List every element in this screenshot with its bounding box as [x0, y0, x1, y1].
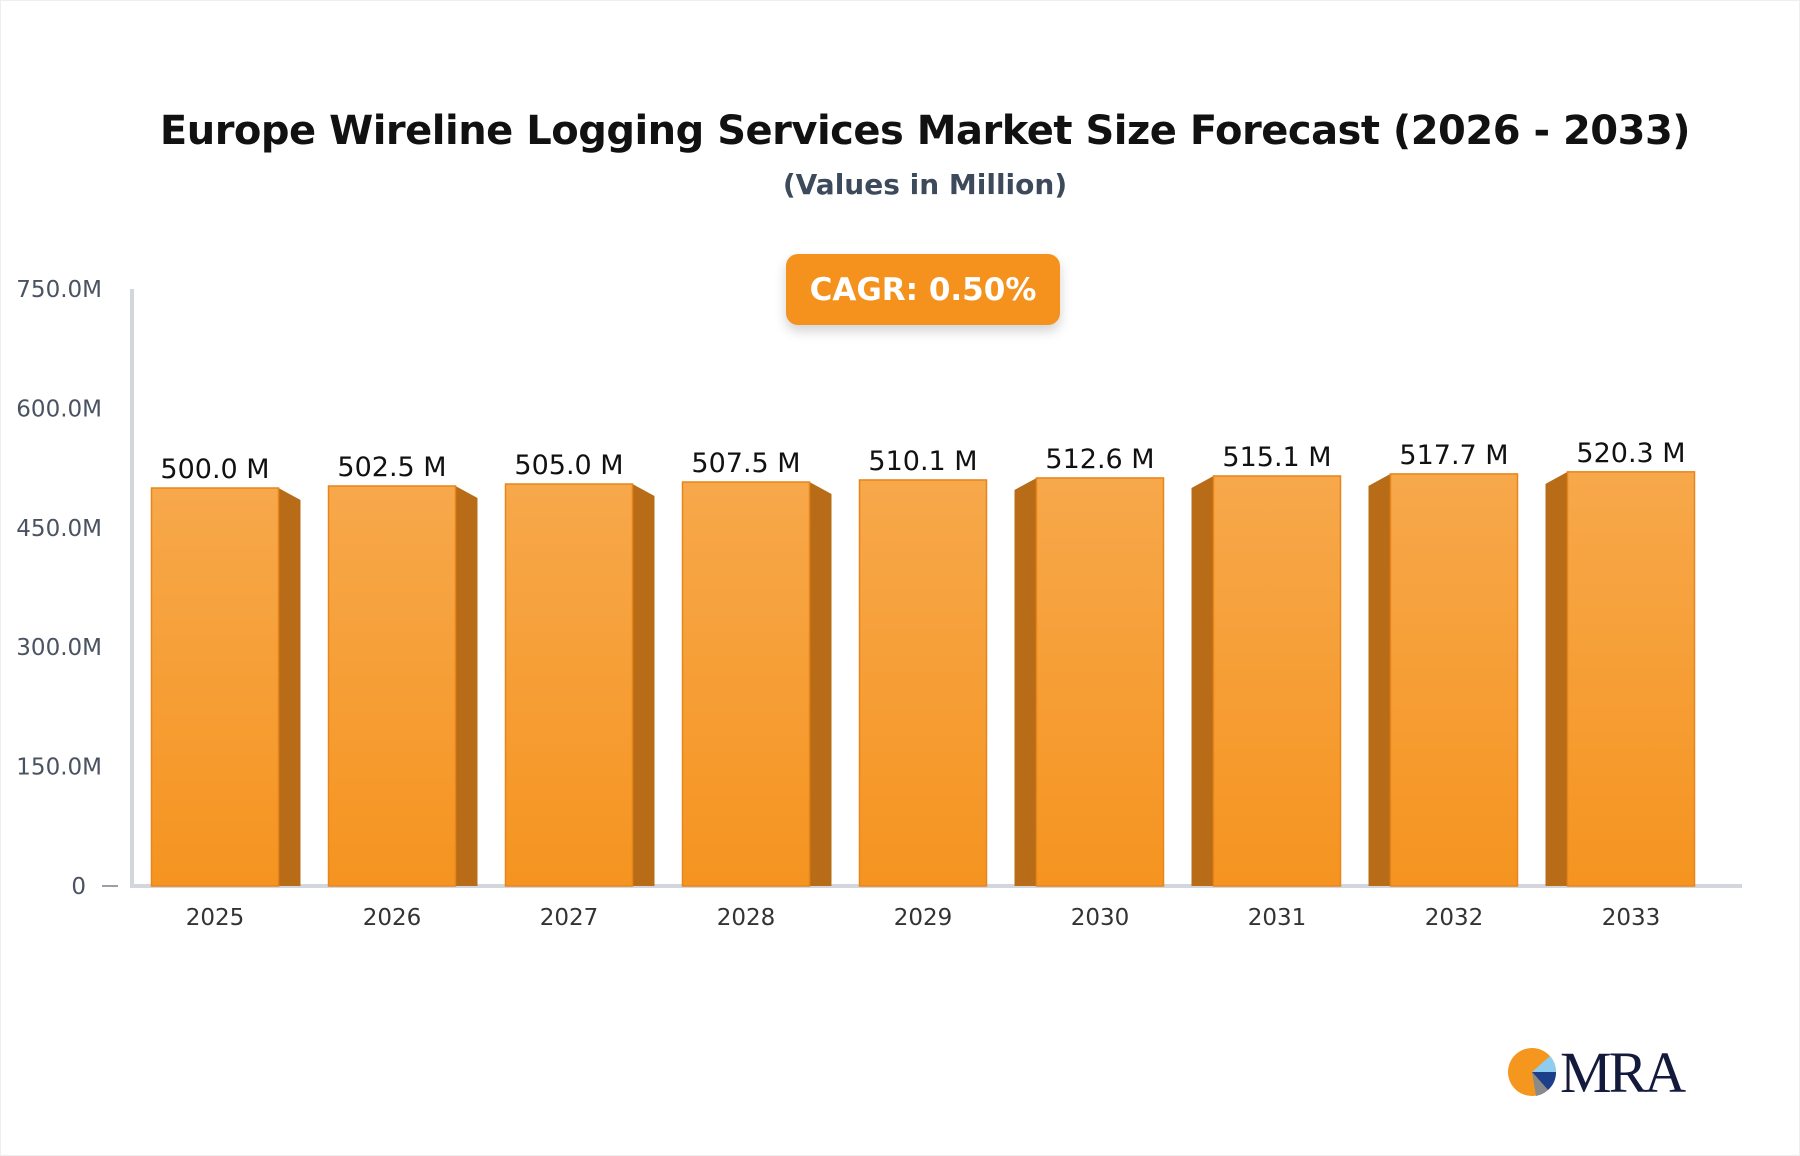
y-tick-label: 600.0M: [16, 396, 102, 422]
x-tick-label: 2025: [186, 905, 245, 931]
bar-side: [278, 488, 301, 886]
bar-side: [1191, 475, 1214, 886]
bar: [327, 485, 457, 887]
bar-side: [455, 486, 478, 886]
bar-side: [632, 484, 655, 886]
bar-data-label: 520.3 M: [1576, 438, 1685, 469]
cagr-badge: CAGR: 0.50%: [786, 254, 1060, 325]
bar: [1035, 477, 1165, 887]
bar: [504, 483, 634, 887]
x-tick-label: 2033: [1602, 905, 1661, 931]
x-tick-label: 2027: [540, 905, 599, 931]
bar-data-label: 515.1 M: [1222, 442, 1331, 473]
bar-data-label: 500.0 M: [160, 454, 269, 485]
bar-side: [1368, 473, 1391, 886]
bar: [1566, 471, 1696, 887]
chart-subtitle: (Values in Million): [782, 168, 1068, 201]
y-tick-label: 0: [71, 874, 86, 900]
bar-side: [1014, 477, 1037, 886]
bar: [1212, 475, 1342, 887]
chart-title: Europe Wireline Logging Services Market …: [159, 108, 1691, 154]
bar-side: [1545, 471, 1568, 886]
x-tick-label: 2030: [1071, 905, 1130, 931]
x-tick-label: 2029: [894, 905, 953, 931]
bar-data-label: 510.1 M: [868, 446, 977, 477]
bar: [858, 479, 988, 887]
bar: [681, 481, 811, 887]
bar-data-label: 505.0 M: [514, 450, 623, 481]
y-tick-label: 450.0M: [16, 516, 102, 542]
x-tick-label: 2026: [363, 905, 422, 931]
svg-text:MRA: MRA: [1560, 1042, 1686, 1098]
y-tick-label: 750.0M: [16, 277, 102, 303]
mra-logo: MRA: [1508, 1042, 1689, 1098]
y-tick-label: 150.0M: [16, 755, 102, 781]
y-tick-label: 300.0M: [16, 635, 102, 661]
bar-data-label: 507.5 M: [691, 448, 800, 479]
bar: [1389, 473, 1519, 887]
bar-data-label: 502.5 M: [337, 452, 446, 483]
bar: [150, 487, 280, 887]
bar-side: [809, 482, 832, 886]
bar-data-label: 512.6 M: [1045, 444, 1154, 475]
x-tick-label: 2028: [717, 905, 776, 931]
x-tick-label: 2031: [1248, 905, 1307, 931]
x-tick-label: 2032: [1425, 905, 1484, 931]
bar-data-label: 517.7 M: [1399, 440, 1508, 471]
